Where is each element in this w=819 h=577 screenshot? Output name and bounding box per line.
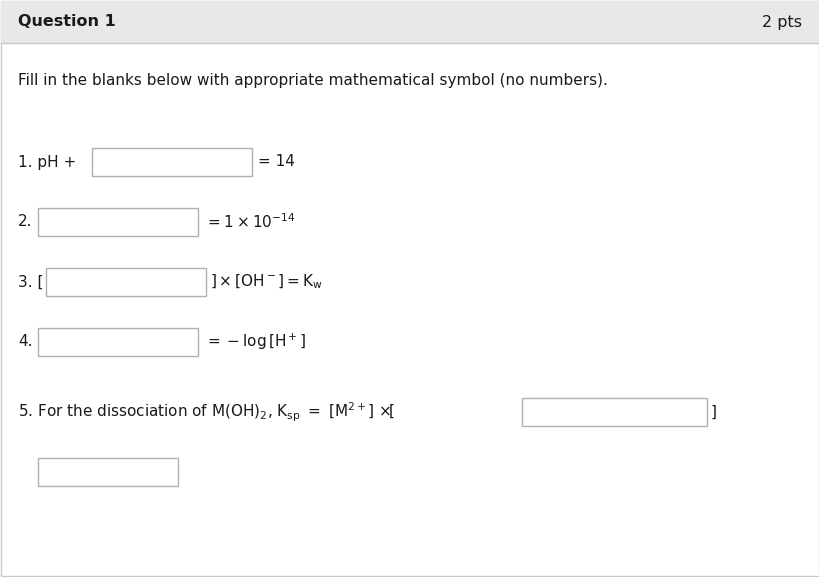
Text: $= -\log\left[\mathrm{H}^+\right]$: $= -\log\left[\mathrm{H}^+\right]$ [205,332,305,352]
FancyBboxPatch shape [522,398,706,426]
Text: $= 1 \times 10^{-14}$: $= 1 \times 10^{-14}$ [205,213,295,231]
FancyBboxPatch shape [92,148,251,176]
FancyBboxPatch shape [38,458,178,486]
FancyBboxPatch shape [38,328,197,356]
Text: 2.: 2. [18,215,33,230]
Text: 4.: 4. [18,335,33,350]
Text: 5. For the dissociation of M(OH)$_2$, K$_{\rm sp}$ $=$ $\left[\mathrm{M}^{2+}\ri: 5. For the dissociation of M(OH)$_2$, K$… [18,400,395,424]
Text: 3. [: 3. [ [18,275,43,290]
FancyBboxPatch shape [46,268,206,296]
Text: Fill in the blanks below with appropriate mathematical symbol (no numbers).: Fill in the blanks below with appropriat… [18,73,607,88]
Text: = 14: = 14 [258,155,295,170]
Text: 1. pH +: 1. pH + [18,155,76,170]
Text: Question 1: Question 1 [18,14,115,29]
Text: ]: ] [710,404,716,419]
Text: $] \times \left[\mathrm{OH}^-\right] = \mathrm{K_w}$: $] \times \left[\mathrm{OH}^-\right] = \… [210,273,323,291]
Text: 2 pts: 2 pts [761,14,801,29]
FancyBboxPatch shape [1,1,818,43]
FancyBboxPatch shape [38,208,197,236]
